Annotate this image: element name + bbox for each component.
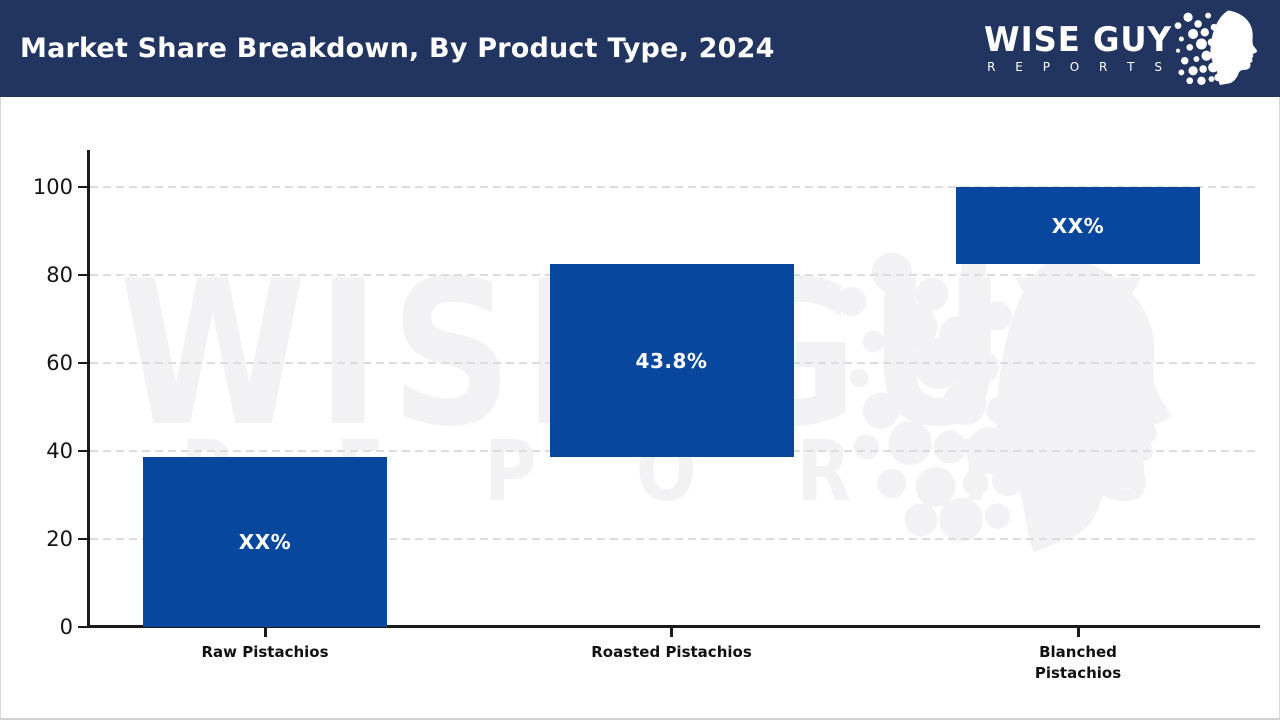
gridline-y-20 [90,538,1259,540]
y-tick-20 [78,538,87,540]
x-tick-0 [263,628,267,637]
bar-blanched-pistachios[interactable]: XX% [956,187,1200,265]
x-tick-1 [670,628,673,637]
plot-area: 0 20 40 60 80 100 XX% Raw Pistachios 43.8% Roaste… [1,97,1279,718]
bar-roasted-pistachios[interactable]: 43.8% [549,264,794,458]
x-category-label-line: Blanched [1039,643,1117,661]
brand-logo-text: WISE GUY R E P O R T S [984,23,1182,74]
y-tick-label-60: 60 [46,351,73,375]
y-axis-line [87,150,90,628]
header-bar: Market Share Breakdown, By Product Type,… [0,0,1280,97]
y-tick-label-0: 0 [59,615,73,639]
x-axis-line [87,625,1260,628]
y-tick-100 [78,186,87,188]
bar-value-label: XX% [238,530,292,555]
y-tick-40 [78,450,87,452]
x-category-label-line: Roasted Pistachios [591,643,752,661]
y-tick-60 [78,362,87,364]
x-category-label-line: Raw Pistachios [201,643,329,661]
y-tick-80 [78,274,87,276]
bar-value-label: 43.8% [635,348,708,373]
brand-subname: R E P O R T S [987,60,1170,74]
bar-raw-pistachios[interactable]: XX% [143,457,387,627]
brand-face-icon [1174,10,1257,85]
gridline-y-100 [90,186,1259,188]
x-category-label-1: Roasted Pistachios [562,642,782,663]
x-tick-2 [1076,628,1080,637]
y-tick-0 [78,626,87,628]
x-category-label-2: Blanched Pistachios [968,642,1188,684]
chart-card: WISE GUY R E P O R T S 0 20 40 60 80 100 XX% Ra… [0,97,1280,720]
x-category-label-line: Pistachios [1034,664,1122,682]
bar-value-label: XX% [1051,213,1105,238]
y-tick-label-80: 80 [46,263,73,287]
x-category-label-0: Raw Pistachios [155,642,375,663]
y-tick-label-20: 20 [46,527,73,551]
brand-name: WISE GUY [984,20,1173,60]
y-tick-label-100: 100 [32,175,73,199]
brand-logo: WISE GUY R E P O R T S [984,3,1260,95]
y-tick-label-40: 40 [46,439,73,463]
page-title: Market Share Breakdown, By Product Type,… [20,33,775,64]
